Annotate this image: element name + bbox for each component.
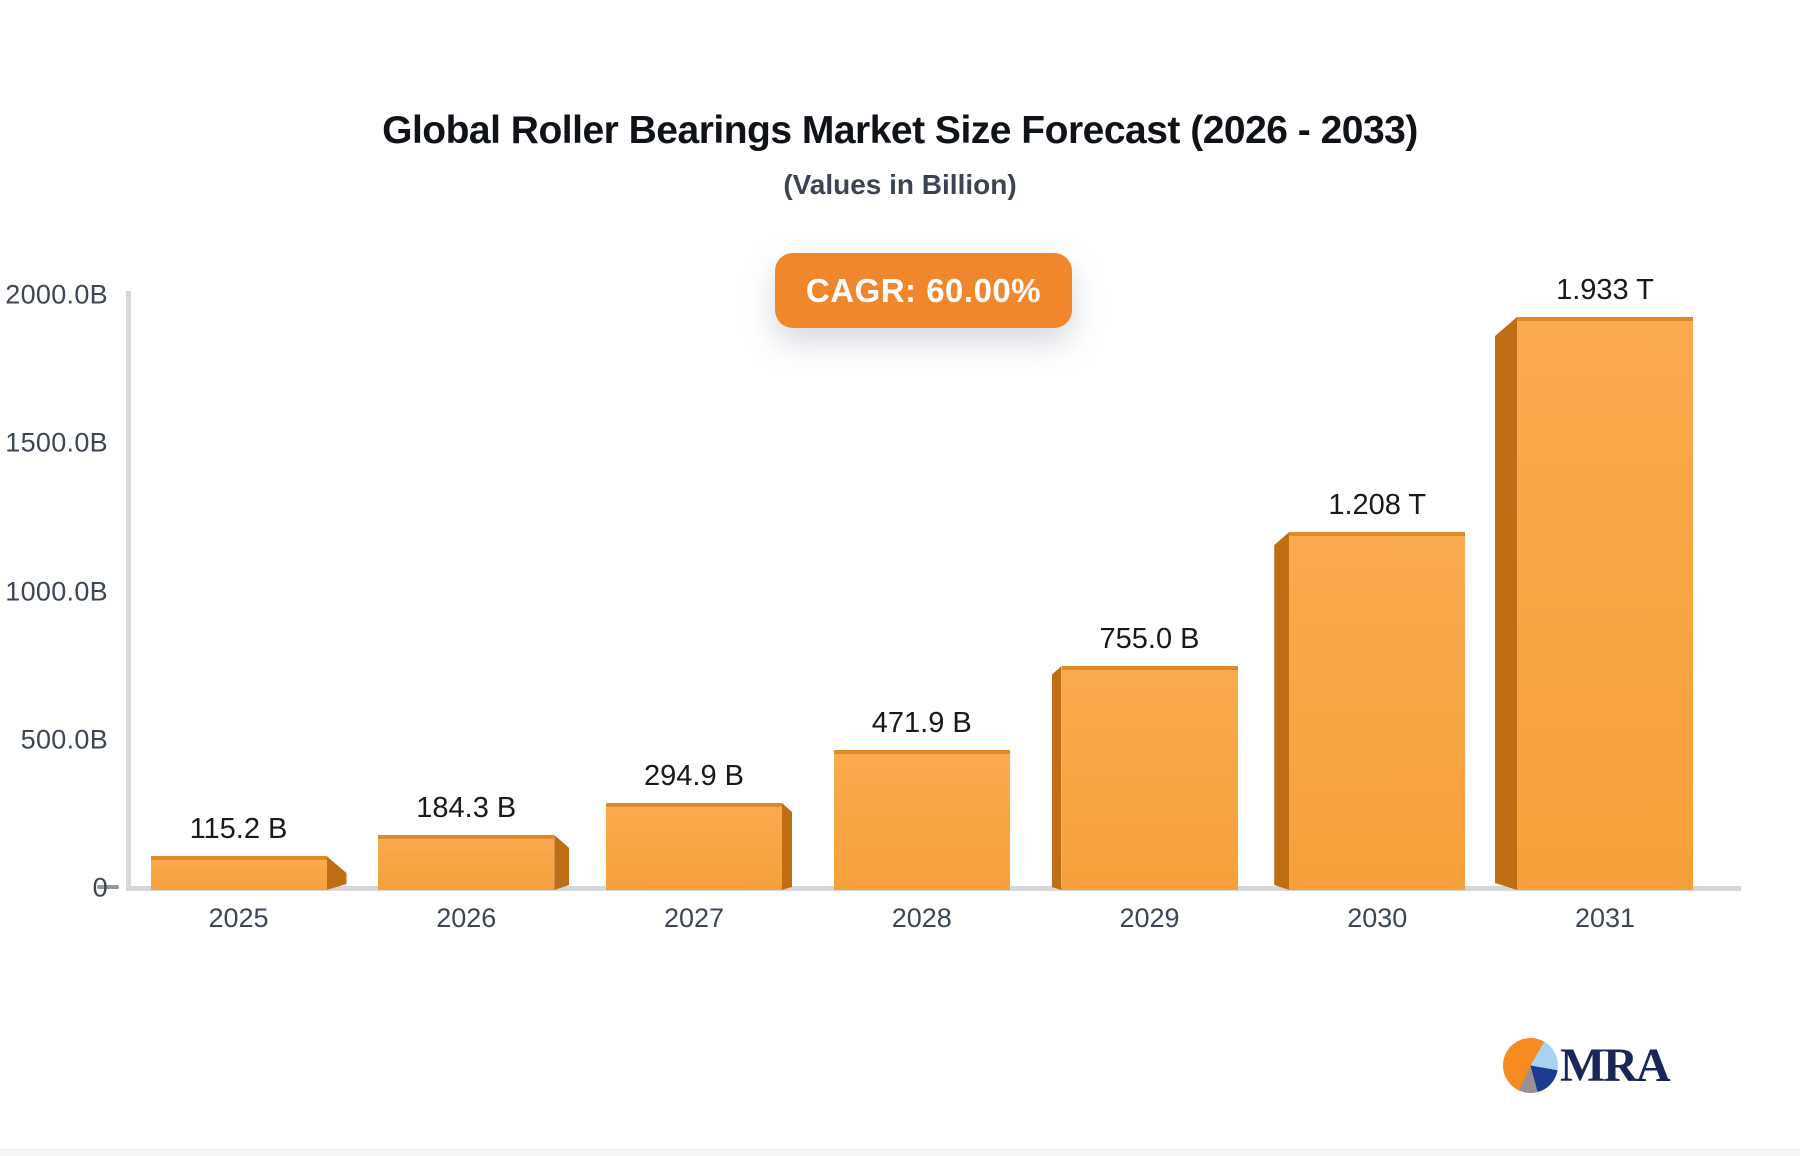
bar-value-label-2028: 471.9 B [871,707,972,739]
x-tick-label-2026: 2026 [436,903,497,933]
brand-logo-text: MRA [1560,1039,1671,1092]
bar-2031 [1517,317,1693,890]
y-tick-label: 1000.0B [5,576,108,606]
x-tick-label-2028: 2028 [891,903,952,933]
brand-logo: MRA [1503,1038,1671,1093]
y-tick-label: 1500.0B [5,427,108,458]
bar-2025 [150,856,327,890]
bar-2030 [1289,532,1466,890]
bar-2029-side-face [1052,666,1062,890]
pie-chart-logo-icon [1503,1038,1558,1093]
bar-2026 [378,835,555,890]
bar-value-label-2027: 294.9 B [644,760,744,792]
bar-value-label-2030: 1.208 T [1328,489,1427,521]
zero-tick-mark [97,885,119,889]
y-tick-label: 500.0B [20,724,108,755]
bar-2025-side-face [327,856,347,890]
chart-title: Global Roller Bearings Market Size Forec… [382,109,1418,152]
bar-2026-side-face [554,835,569,890]
bar-value-label-2026: 184.3 B [416,792,517,824]
bar-value-label-2025: 115.2 B [189,813,288,845]
bar-value-label-2029: 755.0 B [1099,623,1200,655]
cagr-badge-label: CAGR: 60.00% [805,271,1042,309]
bar-2031-side-face [1495,317,1517,890]
bar-value-label-2031: 1.933 T [1556,274,1654,306]
y-tick-label: 0 [92,872,108,903]
chart-subtitle: (Values in Billion) [783,169,1017,200]
x-tick-label-2025: 2025 [208,903,269,933]
x-tick-label-2030: 2030 [1347,903,1408,933]
x-tick-label-2027: 2027 [663,903,725,933]
x-tick-label-2031: 2031 [1574,903,1636,933]
bar-2027-side-face [782,803,792,890]
cagr-badge: CAGR: 60.00% [775,253,1072,328]
x-tick-label-2029: 2029 [1119,903,1180,933]
y-tick-label: 2000.0B [5,279,108,310]
y-axis-line [126,291,131,891]
bar-2030-side-face [1274,532,1289,890]
bar-2029 [1061,666,1238,890]
bottom-edge-strip [0,1149,1800,1156]
bar-2027 [606,803,782,890]
bar-2028 [833,750,1010,890]
